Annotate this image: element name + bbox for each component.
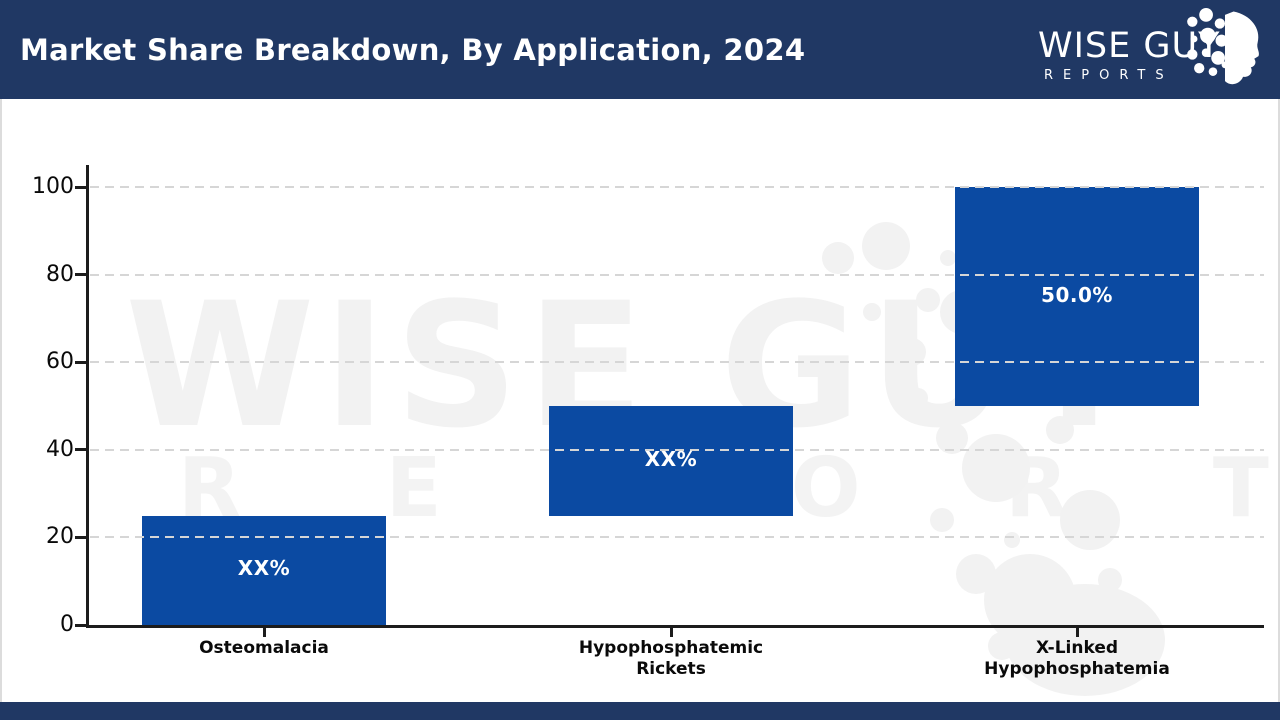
gridline-60 bbox=[90, 361, 1264, 364]
y-tick-100 bbox=[75, 185, 86, 189]
gridline-80 bbox=[90, 273, 1264, 276]
x-axis-line bbox=[86, 625, 1264, 628]
x-tick-2 bbox=[669, 628, 673, 637]
x-category-label-3: X-Linked Hypophosphatemia bbox=[984, 638, 1170, 679]
bar-value-label-2: XX% bbox=[644, 446, 698, 471]
x-category-label-2: Hypophosphatemic Rickets bbox=[578, 638, 764, 679]
header-bar: Market Share Breakdown, By Application, … bbox=[0, 0, 1280, 99]
page-title: Market Share Breakdown, By Application, … bbox=[20, 32, 806, 67]
y-tick-label-40: 40 bbox=[46, 436, 74, 462]
logo-primary-text: WISE GUY bbox=[1038, 26, 1221, 66]
y-tick-0 bbox=[75, 623, 86, 627]
y-tick-label-60: 60 bbox=[46, 349, 74, 375]
bar-value-label-1: XX% bbox=[237, 556, 291, 581]
y-tick-20 bbox=[75, 535, 86, 539]
bar-1 bbox=[142, 515, 386, 625]
bar-2 bbox=[549, 406, 793, 516]
bar-value-label-3: 50.0% bbox=[1041, 282, 1113, 307]
y-tick-80 bbox=[75, 273, 86, 277]
gridline-20 bbox=[90, 536, 1264, 539]
y-tick-label-20: 20 bbox=[46, 524, 74, 550]
y-tick-label-0: 0 bbox=[60, 612, 74, 637]
y-tick-40 bbox=[75, 448, 86, 452]
bar-3 bbox=[955, 187, 1199, 406]
x-tick-1 bbox=[262, 628, 266, 637]
y-tick-label-80: 80 bbox=[46, 261, 74, 287]
footer-bar bbox=[0, 702, 1280, 720]
x-tick-3 bbox=[1075, 628, 1079, 637]
y-tick-60 bbox=[75, 360, 86, 364]
wise-guy-logo: WISE GUY REPORTS bbox=[1010, 8, 1262, 94]
gridline-40 bbox=[90, 448, 1264, 451]
y-tick-label-100: 100 bbox=[32, 174, 74, 199]
gridline-100 bbox=[90, 186, 1264, 188]
y-axis-line bbox=[86, 165, 89, 628]
logo-face-icon bbox=[1187, 8, 1259, 85]
logo-secondary-text: REPORTS bbox=[1044, 68, 1174, 83]
x-category-label-1: Osteomalacia bbox=[199, 638, 329, 658]
